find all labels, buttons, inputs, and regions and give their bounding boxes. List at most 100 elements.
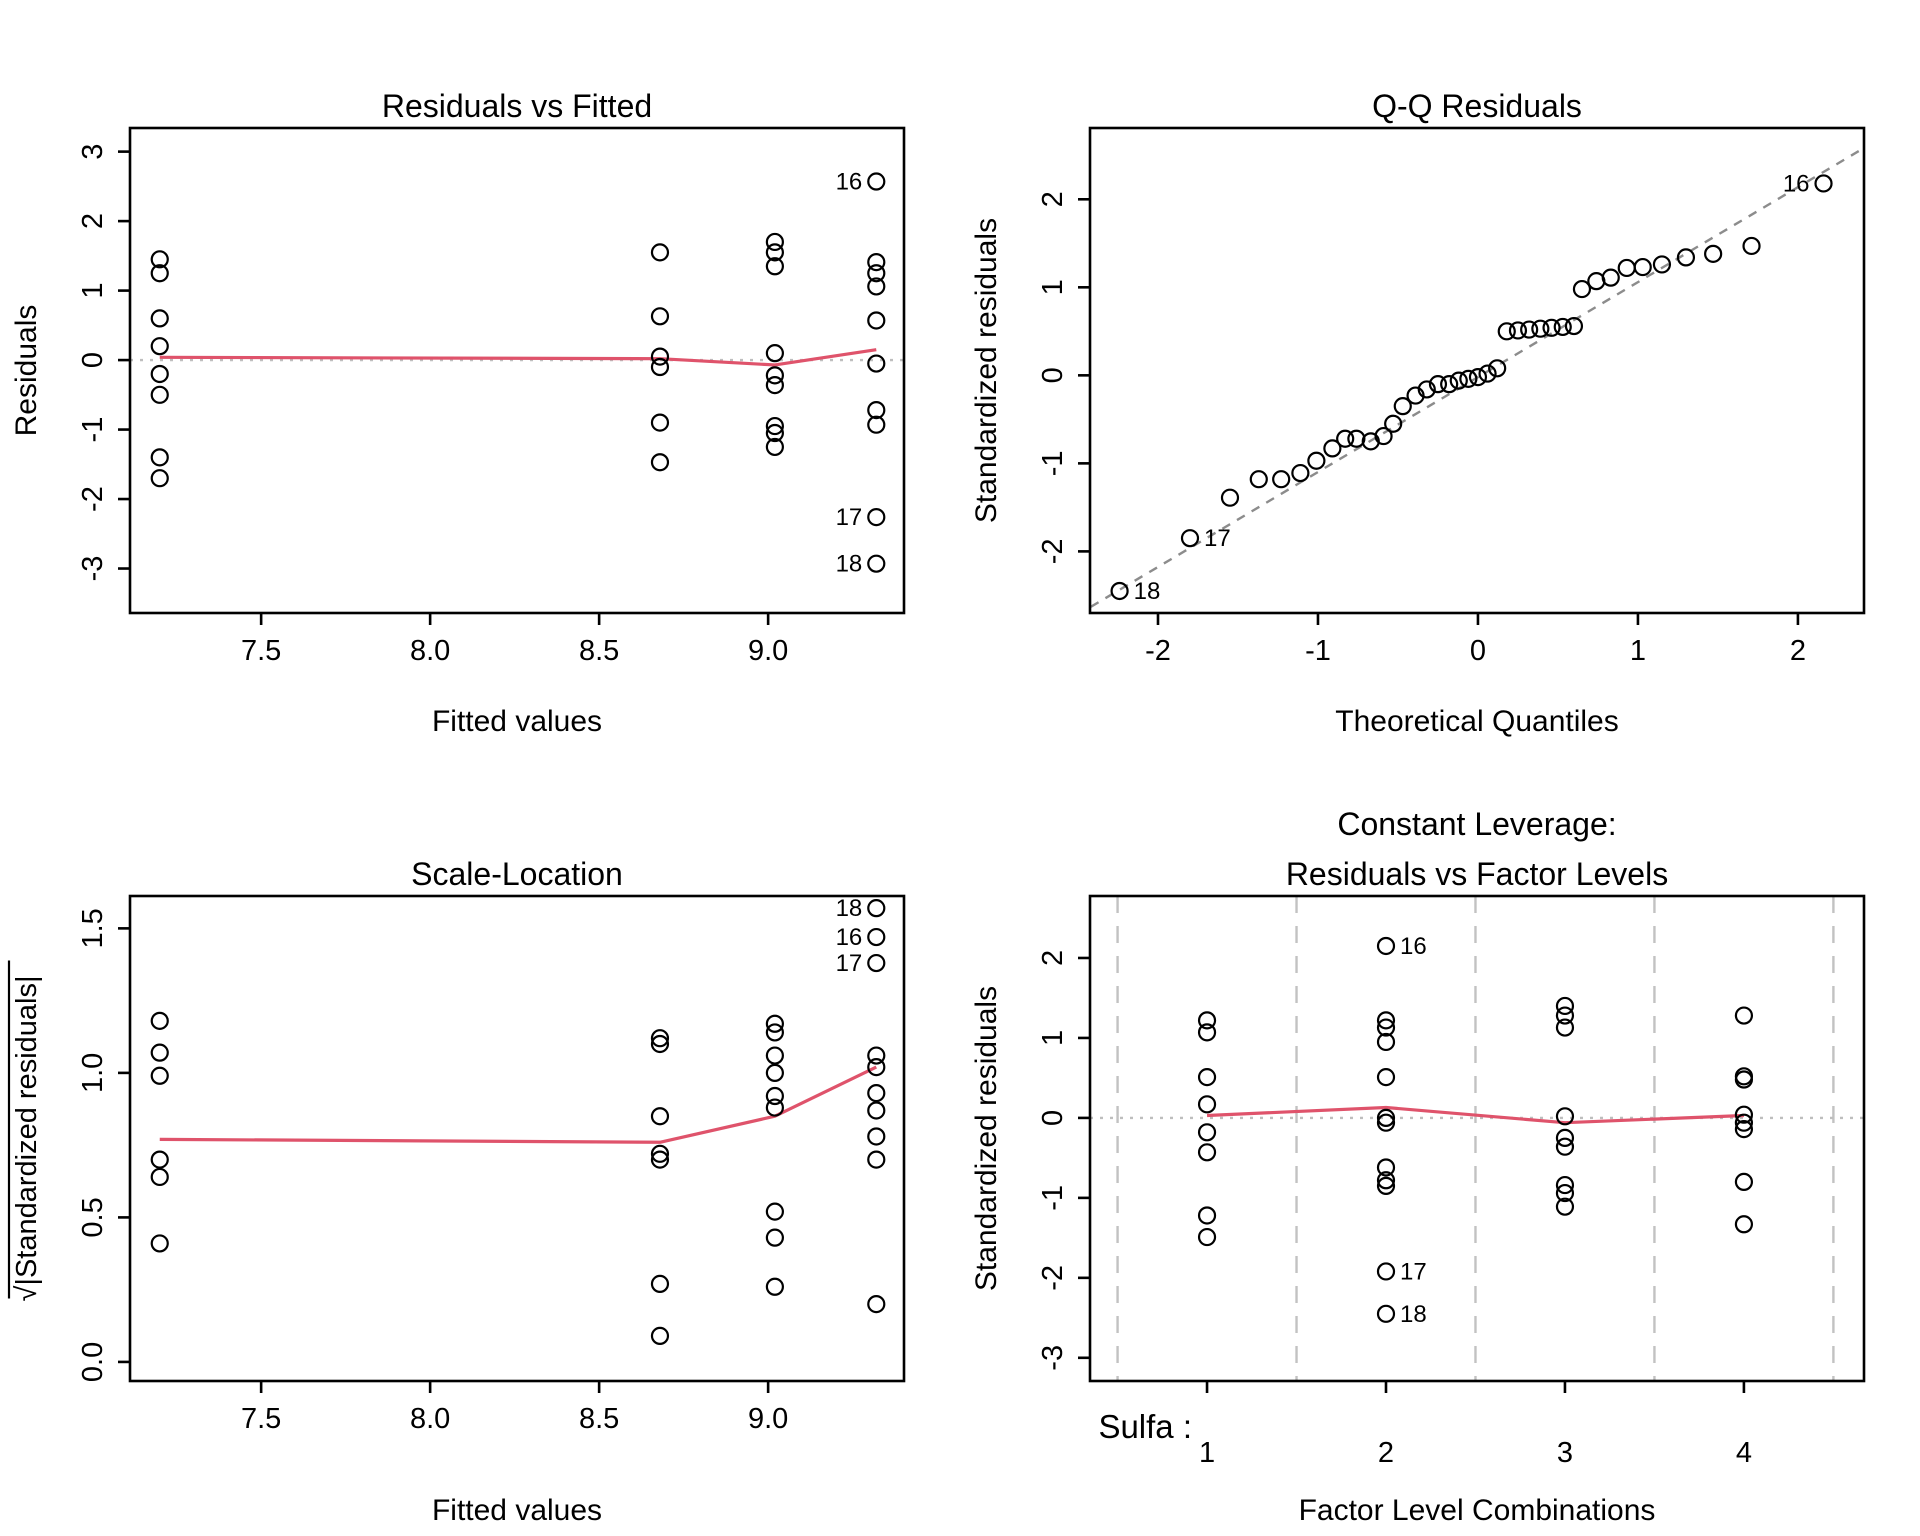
data-point <box>1555 996 1575 1016</box>
x-tick-label: 7.5 <box>241 1403 281 1435</box>
data-point <box>1564 316 1584 336</box>
outlier-label-17: 17 <box>836 950 863 977</box>
data-point <box>867 1046 886 1065</box>
data-point <box>1734 1172 1754 1191</box>
outlier-label-18: 18 <box>836 895 863 922</box>
data-point <box>1734 1006 1754 1025</box>
data-point <box>1384 414 1403 433</box>
data-point <box>1555 1107 1575 1126</box>
x-tick-label: 8.5 <box>579 1403 619 1435</box>
y-tick-label: 1 <box>77 283 109 299</box>
x-tick-label: 1 <box>1199 1437 1215 1469</box>
data-point <box>867 253 886 272</box>
outlier-point-16 <box>1814 174 1833 193</box>
data-point <box>1734 1105 1754 1124</box>
x-tick-label: 2 <box>1378 1437 1394 1469</box>
data-point <box>1428 375 1448 394</box>
data-point <box>1376 1108 1396 1128</box>
y-tick-label: -1 <box>1037 1185 1069 1211</box>
y-tick-label: 3 <box>77 144 109 160</box>
data-point <box>867 1127 886 1146</box>
data-point <box>867 1295 886 1314</box>
x-tick-label: 8.0 <box>410 635 450 667</box>
outlier-point-17 <box>1376 1262 1396 1281</box>
data-point <box>1323 439 1342 458</box>
data-point <box>1376 1032 1396 1052</box>
outlier-point-17 <box>1180 529 1200 548</box>
x-axis-title: Factor Level Combinations <box>1299 1494 1656 1527</box>
outlier-label-16: 16 <box>1783 170 1810 197</box>
data-point <box>1555 1006 1575 1025</box>
data-point <box>1197 1011 1217 1030</box>
data-point <box>1555 1018 1575 1037</box>
data-point <box>650 1274 670 1293</box>
y-axis-title-group: Standardized residuals <box>970 218 1003 523</box>
x-tick-label: 4 <box>1736 1437 1752 1469</box>
data-point <box>1376 1011 1396 1030</box>
data-point <box>765 1023 784 1042</box>
data-point <box>765 423 784 443</box>
x-axis-title: Fitted values <box>432 1494 602 1527</box>
data-point <box>150 1150 169 1169</box>
y-axis-title-group: Residuals <box>10 305 43 437</box>
data-point <box>650 453 670 472</box>
outlier-point-18 <box>867 899 886 918</box>
data-point <box>1601 268 1620 287</box>
y-tick-label: 1 <box>1037 279 1069 295</box>
data-point <box>1440 375 1459 394</box>
x-tick-label: 7.5 <box>241 635 281 667</box>
data-point <box>150 1234 169 1253</box>
data-point <box>150 1066 169 1085</box>
outlier-point-18 <box>1110 581 1129 601</box>
data-point <box>1417 380 1436 399</box>
data-point <box>765 344 784 363</box>
y-tick-label: 0 <box>1037 367 1069 383</box>
data-point <box>765 437 784 457</box>
data-point <box>1734 1070 1754 1089</box>
outlier-point-16 <box>867 172 886 191</box>
data-point <box>765 416 784 436</box>
data-point <box>765 1228 784 1247</box>
y-tick-label: 2 <box>1037 950 1069 966</box>
outlier-point-18 <box>1376 1304 1396 1323</box>
outlier-point-18 <box>867 554 886 573</box>
data-point <box>765 257 784 276</box>
data-point <box>867 311 886 330</box>
x-axis-title: Fitted values <box>432 705 602 738</box>
data-point <box>1468 368 1488 387</box>
data-point <box>1197 1143 1217 1162</box>
data-point <box>650 413 670 432</box>
data-point <box>867 1084 886 1103</box>
data-point <box>1376 1158 1396 1177</box>
data-point <box>765 1046 784 1065</box>
y-tick-label: -3 <box>1037 1345 1069 1371</box>
data-point <box>1531 319 1550 338</box>
data-point <box>765 366 784 385</box>
data-point <box>150 309 169 328</box>
panel-title: Q-Q Residuals <box>1372 88 1582 124</box>
data-point <box>1555 1128 1575 1148</box>
data-point <box>1734 1120 1754 1139</box>
data-point <box>1307 451 1326 470</box>
y-tick-label: 0 <box>1037 1110 1069 1126</box>
x-tick-label: 0 <box>1470 635 1486 667</box>
data-point <box>650 1144 670 1163</box>
data-point <box>150 364 169 384</box>
panel-constant-leverage: 16 17 18 1 2 3 4 -3 -2 -1 0 1 2 Constant Leverage: Res… <box>970 806 1866 1527</box>
data-point <box>650 1107 670 1126</box>
outlier-point-16 <box>1376 936 1396 956</box>
data-point <box>1742 236 1761 256</box>
data-point <box>650 1029 670 1048</box>
outlier-label-18: 18 <box>1400 1301 1427 1328</box>
data-point <box>765 1098 784 1117</box>
data-point <box>1336 429 1355 448</box>
data-point <box>867 1150 886 1169</box>
y-axis-title: √|Standardized residuals| <box>11 976 43 1302</box>
x-tick-label: 8.5 <box>579 635 619 667</box>
data-point <box>1197 1206 1217 1225</box>
data-point <box>1376 1171 1396 1190</box>
data-point <box>150 1043 169 1062</box>
data-point <box>150 448 169 467</box>
